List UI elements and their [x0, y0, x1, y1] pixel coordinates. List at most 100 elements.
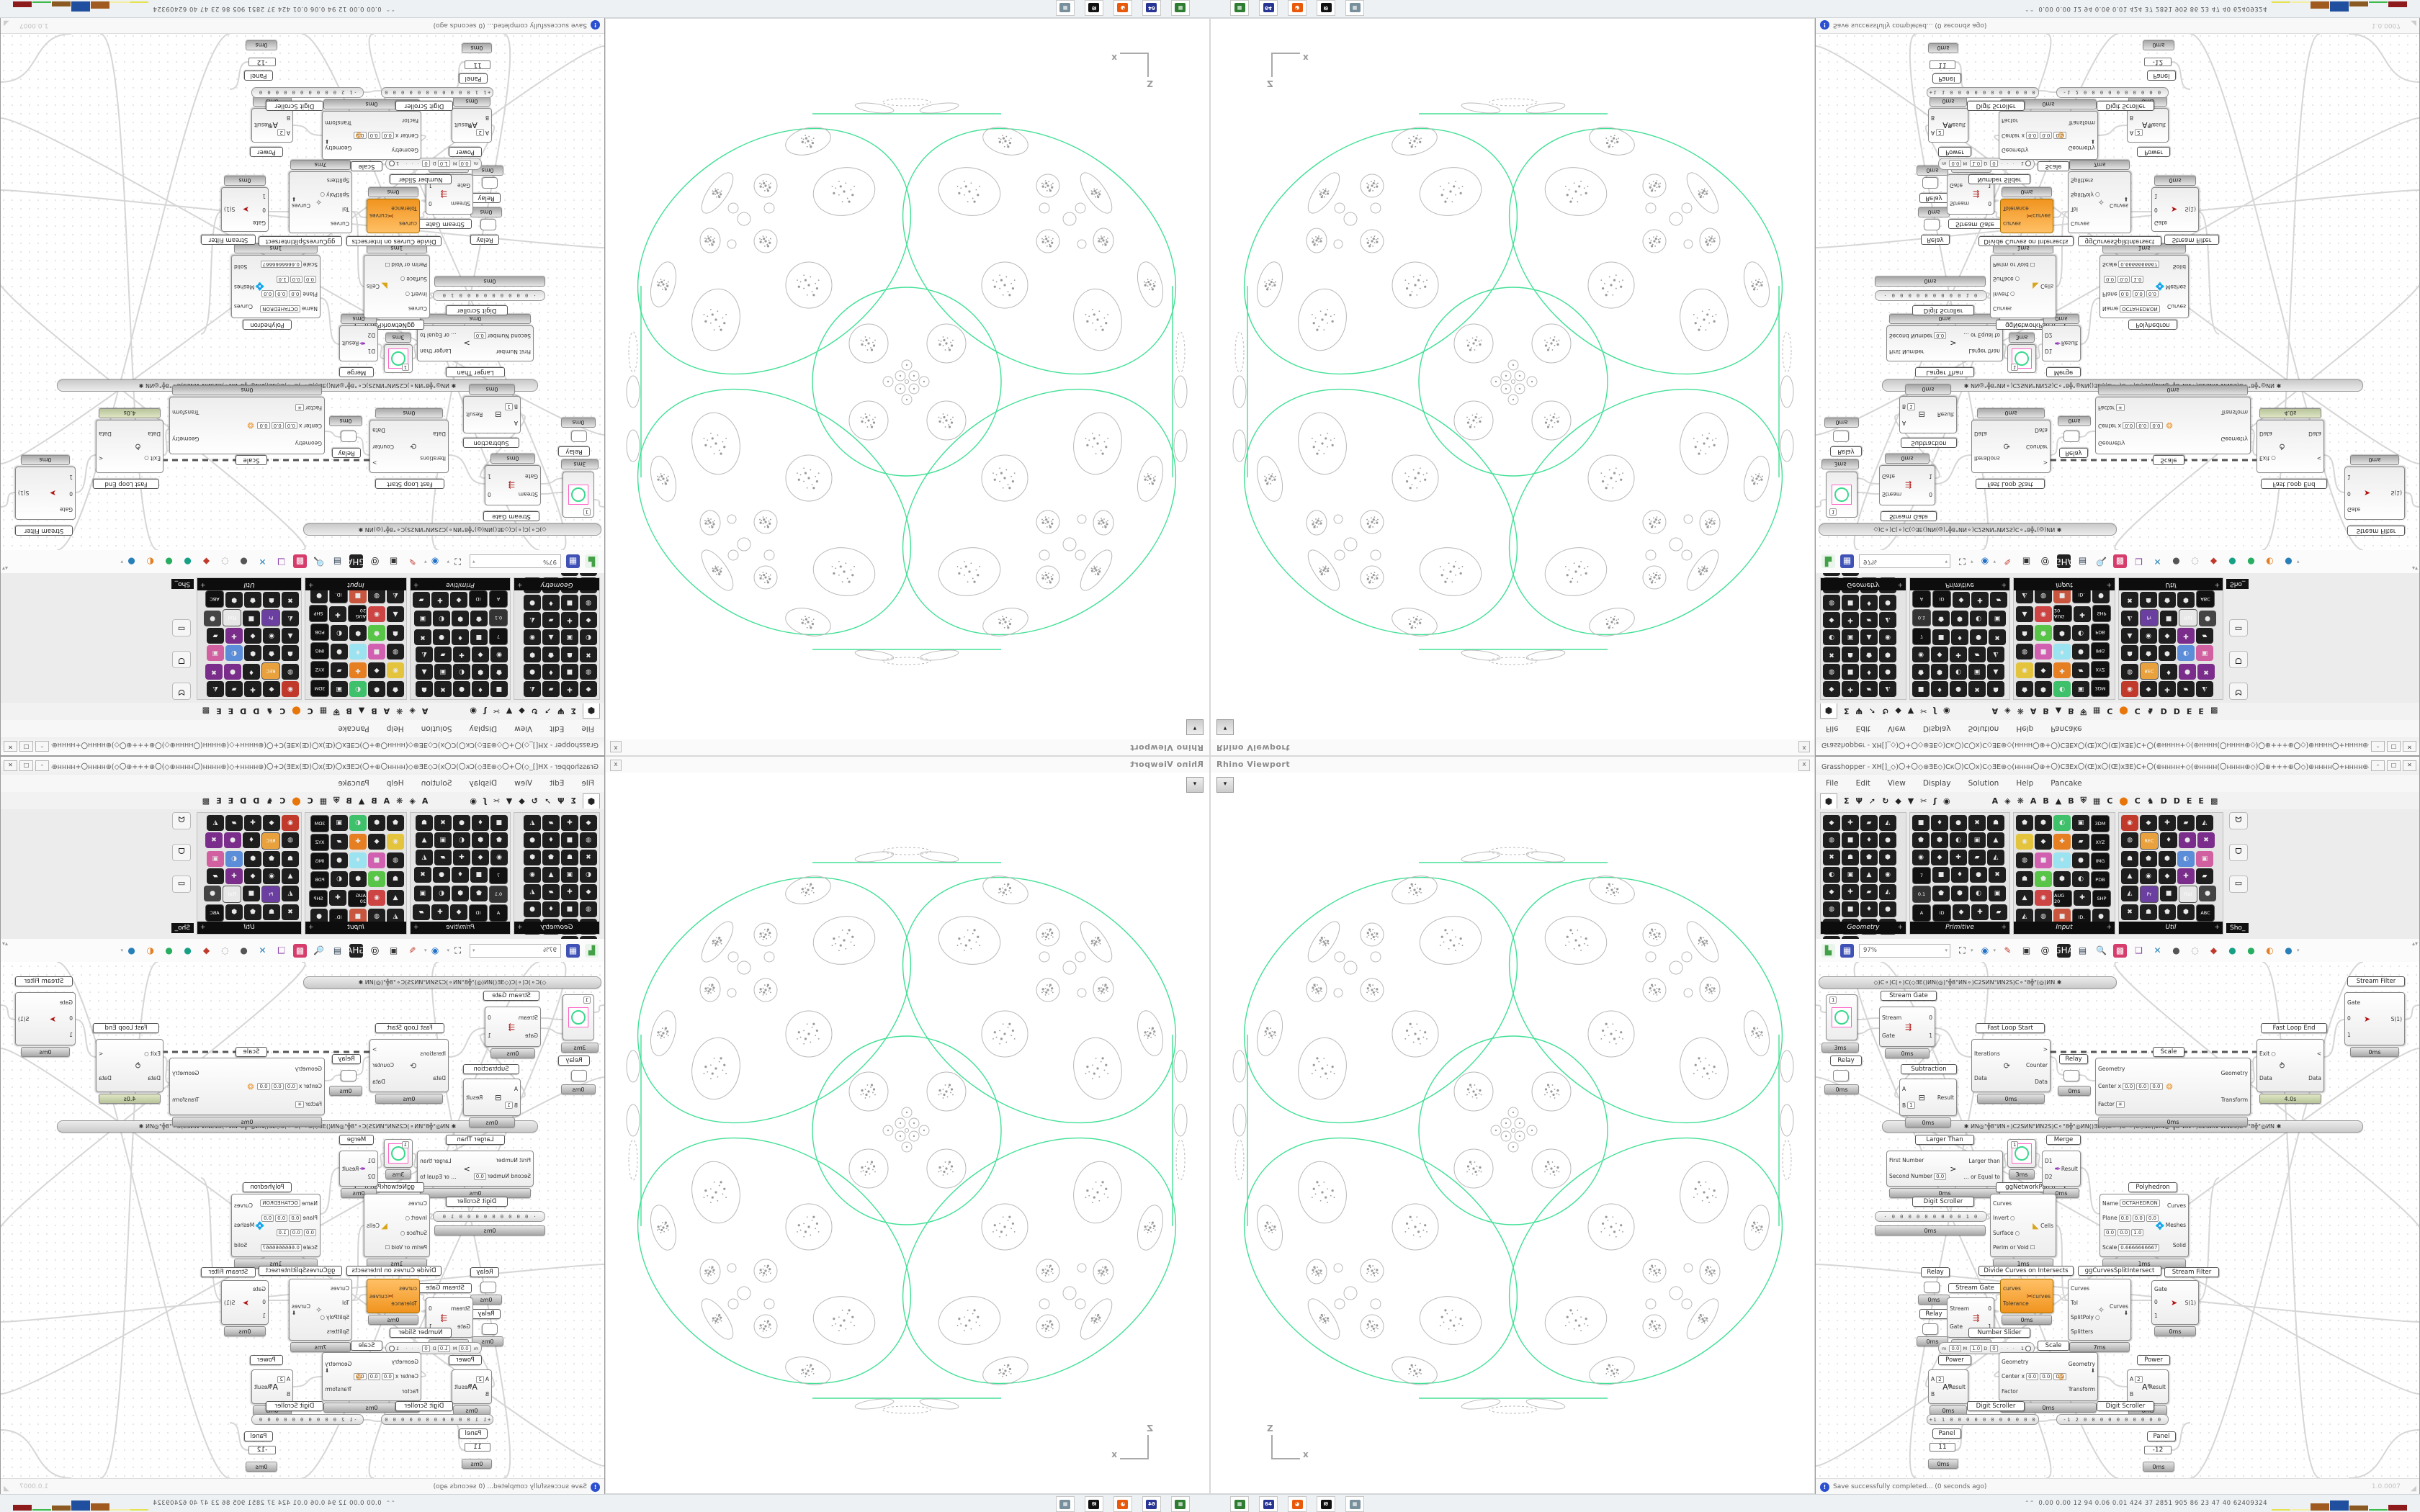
toolbar-icon-5[interactable]: ▣ — [2022, 557, 2031, 567]
component-name-tag[interactable]: Fast Loop Start — [1976, 479, 2045, 489]
gh-component[interactable]: Gate 0 1 ➤ S(1) — [2151, 1280, 2199, 1325]
palette-expand-icon[interactable]: + — [413, 581, 419, 588]
tab-plugin-11[interactable]: C — [279, 796, 286, 806]
tray-expand-icon[interactable]: ⌃⌃ — [385, 6, 395, 12]
component-name-tag[interactable]: Stream Gate — [418, 1283, 472, 1293]
menu-item-display[interactable]: Display — [1922, 724, 1951, 733]
input-row[interactable]: Plane 0.0 0.0 0.0 — [2102, 1214, 2159, 1222]
component-icon[interactable]: ◆ — [2035, 662, 2052, 678]
input-row[interactable]: B — [287, 1391, 290, 1398]
menu-item-view[interactable]: View — [514, 779, 533, 788]
component-icon[interactable]: ☗ — [1987, 815, 2004, 831]
toolbar-icon-16[interactable]: ● — [184, 557, 192, 567]
calculator-icon[interactable]: ▦ — [1056, 0, 1075, 16]
toolbar-icon-10[interactable]: ▩ — [2113, 943, 2128, 958]
input-row[interactable]: B — [485, 114, 489, 121]
viewport-titlebar[interactable]: Rhino Viewport x — [1211, 757, 1814, 773]
component-icon[interactable]: ◍ — [2016, 852, 2033, 868]
component-icon[interactable]: ▰ — [225, 815, 243, 831]
menu-item-solution[interactable]: Solution — [421, 724, 452, 733]
component-name-tag[interactable]: Power — [1938, 1355, 1971, 1365]
input-row[interactable]: 1 — [2347, 1032, 2351, 1038]
component-icon[interactable]: ■ — [490, 815, 508, 831]
tab-plugin-16[interactable]: E — [2198, 706, 2204, 716]
component-icon[interactable]: 3DM — [2091, 815, 2110, 832]
tab-category-0[interactable]: Σ — [570, 796, 576, 806]
input-row[interactable]: Plane 0.0 0.0 0.0 — [261, 290, 318, 298]
component-icon[interactable]: ▣ — [2072, 681, 2089, 697]
component-icon[interactable]: REC — [261, 662, 280, 680]
input-row[interactable]: Exit ○ — [2259, 456, 2276, 462]
component-name-tag[interactable]: Stream Gate — [1881, 511, 1937, 521]
input-row[interactable]: Plane 0.0 0.0 0.0 — [261, 1214, 318, 1222]
input-row[interactable]: 1 — [69, 474, 73, 480]
component-name-tag[interactable]: Scale — [351, 1341, 382, 1351]
output-label[interactable]: Solid — [2172, 264, 2186, 271]
component-icon[interactable]: ● — [453, 681, 470, 697]
component-name-tag[interactable]: ggCurvesSplitIntersect — [259, 236, 342, 246]
component-icon[interactable]: ◆ — [1931, 850, 1948, 865]
floppy64-icon[interactable]: 64 — [1259, 0, 1278, 16]
component-icon[interactable]: ■ — [1932, 629, 1950, 645]
value-box[interactable]: 0.0 — [2118, 275, 2130, 283]
input-row[interactable]: Factor ✳ — [2098, 1100, 2125, 1108]
component-icon[interactable]: ■ — [2035, 852, 2052, 868]
component-icon[interactable]: ♦ — [1951, 629, 1968, 645]
component-name-tag[interactable]: Merge — [339, 367, 374, 377]
component-icon[interactable]: ● — [2199, 611, 2216, 626]
component-name-tag[interactable]: Digit Scroller — [395, 101, 453, 111]
input-row[interactable]: Geometry — [2098, 1066, 2125, 1072]
input-row[interactable]: D1 — [367, 1158, 375, 1164]
tab-plugin-10[interactable]: ⬤ — [292, 796, 301, 806]
input-row[interactable]: Gate — [253, 1286, 266, 1292]
input-row[interactable]: Exit ○ — [144, 456, 161, 462]
output-label[interactable]: ... or Equal to — [1963, 1173, 2000, 1180]
toolbar-icon-19[interactable]: ● — [2285, 945, 2293, 955]
output-label[interactable]: Data — [2035, 426, 2048, 433]
value-box[interactable]: 0.0 — [289, 290, 302, 298]
component-icon[interactable]: ◉ — [282, 815, 299, 831]
component-icon[interactable]: ■ — [561, 832, 578, 848]
tab-category-1[interactable]: Ψ — [1855, 706, 1863, 716]
component-icon[interactable]: ☗ — [263, 904, 280, 920]
toolbar-icon-2[interactable]: ⛶ — [1959, 557, 1966, 567]
output-label[interactable]: Curves — [234, 302, 254, 310]
value-box[interactable]: 1 — [2011, 1141, 2019, 1148]
component-icon[interactable]: 7 — [1912, 867, 1931, 884]
component-icon[interactable]: ⬟ — [1912, 664, 1930, 680]
component-icon[interactable]: ⬟ — [470, 611, 488, 626]
component-name-tag[interactable]: Scale — [236, 455, 267, 465]
component-icon[interactable]: ♦ — [243, 664, 260, 680]
gh-component[interactable]: Geometry Center x 0.0 0.0 0.0 Factor ✳ ❂ Geometr… — [2095, 1058, 2251, 1115]
input-row[interactable]: 1 — [69, 1032, 73, 1038]
toolbar-icon-0[interactable]: ▙ — [585, 943, 599, 958]
grasshopper-titlebar[interactable]: Grasshopper - XH[]_◇)〇+〇◇⊛ƎE◇)Cк〇)C〇х)C◇… — [1, 757, 604, 775]
input-row[interactable]: curves — [399, 220, 417, 227]
component-icon[interactable]: ♦ — [1931, 815, 1948, 831]
node-canvas[interactable]: ◇)C⚬)C(⚬)C(◇ƎE()ИN(◎)°╬8°ИN⚬)C2SИN°ИN2S)… — [1816, 34, 2419, 550]
component-icon[interactable]: ✚ — [2177, 868, 2195, 884]
component-icon[interactable]: ◭ — [207, 681, 224, 697]
output-label[interactable]: 0 — [429, 1305, 432, 1312]
toolbar-icon-7[interactable]: GHA — [2054, 943, 2074, 958]
output-label[interactable]: Meshes — [2165, 283, 2186, 290]
circle-param-component[interactable]: 1 — [563, 994, 594, 1040]
value-box[interactable]: 0 — [422, 160, 430, 168]
resize-grip[interactable]: ◢ — [2411, 19, 2416, 27]
relay-node[interactable] — [341, 431, 357, 442]
tab-category-7[interactable]: ʃ — [483, 796, 487, 806]
value-box[interactable]: 0.0 — [271, 422, 284, 430]
tab-plugin-1[interactable]: ◈ — [2004, 796, 2011, 806]
value-box[interactable]: 0.0 — [290, 1229, 302, 1237]
component-icon[interactable]: ID — [469, 904, 488, 922]
output-label[interactable]: S(1) — [2184, 1299, 2196, 1306]
component-icon[interactable]: ✚ — [225, 628, 243, 644]
component-icon[interactable]: ⬢ — [368, 815, 385, 831]
output-label[interactable]: curves — [369, 1292, 387, 1300]
component-icon[interactable]: ◆ — [450, 592, 467, 608]
tab-params-selected[interactable]: ⬢ — [583, 703, 600, 719]
component-icon[interactable]: ◐ — [1823, 629, 1840, 645]
component-icon[interactable]: ◆ — [2035, 834, 2052, 850]
toolbar-icon-1[interactable]: ▦ — [1840, 943, 1854, 958]
component-name-tag[interactable]: Panel — [459, 1428, 488, 1439]
